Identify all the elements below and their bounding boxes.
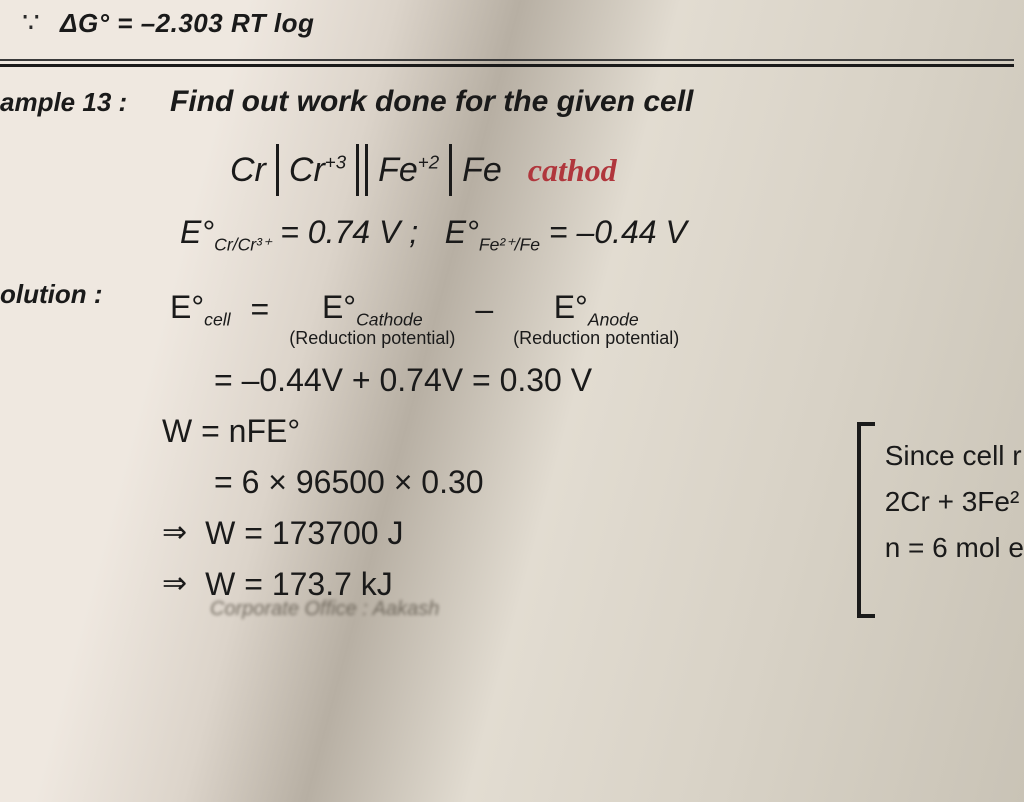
- salt-bridge-icon: [356, 144, 368, 196]
- cell-right-metal: Fe: [462, 151, 502, 190]
- equals: =: [251, 291, 270, 328]
- example-label: ample 13 :: [0, 85, 170, 118]
- rule-thick: [0, 64, 1014, 67]
- cell-right-ion-charge: +2: [418, 151, 439, 172]
- minus: –: [475, 291, 493, 328]
- ecell-cathode-sub: Cathode: [356, 310, 423, 330]
- side-note-box: Since cell r 2Cr + 3Fe² n = 6 mol e: [853, 420, 1024, 620]
- e-cr: E°Cr/Cr³⁺: [180, 214, 271, 250]
- separator: ;: [409, 214, 436, 250]
- phase-boundary-icon: [449, 144, 452, 196]
- example-row: ample 13 : Find out work done for the gi…: [0, 85, 1014, 255]
- phase-boundary-icon: [276, 144, 279, 196]
- left-bracket-icon: [853, 420, 879, 620]
- footer-fragment: Corporate Office : Aakash: [210, 598, 439, 621]
- equals: =: [280, 214, 308, 250]
- cell-notation: Cr Cr+3 Fe+2 Fe cathod: [230, 144, 1014, 196]
- implies-icon: ⇒: [162, 566, 187, 601]
- cell-left-metal: Cr: [230, 151, 266, 190]
- ecell-anode-note: (Reduction potential): [513, 329, 679, 348]
- side-line-1: Since cell r: [885, 440, 1024, 472]
- therefore-symbol: ∵: [22, 6, 40, 39]
- ecell-lhs: E°cell: [170, 291, 231, 329]
- ecell-cathode-term: E°Cathode (Reduction potential): [289, 291, 455, 348]
- equals: =: [549, 214, 577, 250]
- standard-potentials: E°Cr/Cr³⁺ = 0.74 V ; E°Fe²⁺/Fe = –0.44 V: [180, 214, 1014, 255]
- cell-left-ion-sym: Cr: [289, 151, 325, 189]
- ecell-cathode-note: (Reduction potential): [289, 329, 455, 348]
- ecell-lhs-sym: E°: [170, 289, 204, 325]
- side-line-2: 2Cr + 3Fe²: [885, 486, 1024, 518]
- side-note-lines: Since cell r 2Cr + 3Fe² n = 6 mol e: [879, 420, 1024, 620]
- page-content: ∵ ΔG° = –2.303 RT log ample 13 : Find ou…: [0, 0, 1024, 627]
- side-line-2-text: 2Cr + 3Fe²: [885, 486, 1020, 517]
- cell-left-ion-charge: +3: [325, 151, 346, 172]
- e-fe: E°Fe²⁺/Fe: [445, 214, 540, 250]
- e-fe-value: –0.44 V: [576, 214, 686, 250]
- example-prompt: Find out work done for the given cell: [170, 85, 1014, 119]
- ecell-anode-sub: Anode: [588, 310, 639, 330]
- cell-left-ion: Cr+3: [289, 151, 346, 190]
- ecell-calc: = –0.44V + 0.74V = 0.30 V: [214, 362, 1014, 399]
- example-body: Find out work done for the given cell Cr…: [170, 85, 1014, 255]
- ecell-anode-sym: E°: [554, 289, 588, 325]
- implies-icon: ⇒: [162, 515, 187, 550]
- side-line-3: n = 6 mol e: [885, 532, 1024, 564]
- rule-thin: [0, 59, 1014, 61]
- solution-label: olution :: [0, 277, 170, 310]
- e-fe-sub: Fe²⁺/Fe: [479, 234, 540, 254]
- ecell-cathode-sym: E°: [322, 289, 356, 325]
- ecell-lhs-sub: cell: [204, 310, 230, 330]
- top-equation-fragment: ΔG° = –2.303 RT log: [0, 8, 1014, 39]
- cell-right-ion-sym: Fe: [378, 151, 418, 189]
- ecell-definition: E°cell = E°Cathode (Reduction potential)…: [170, 291, 1014, 348]
- handwritten-annotation: cathod: [528, 152, 617, 189]
- e-cr-sub: Cr/Cr³⁺: [214, 234, 271, 254]
- work-result-j: W = 173700 J: [205, 515, 403, 552]
- cell-right-ion: Fe+2: [378, 151, 439, 190]
- ecell-anode-term: E°Anode (Reduction potential): [513, 291, 679, 348]
- e-cr-value: 0.74 V: [308, 214, 401, 250]
